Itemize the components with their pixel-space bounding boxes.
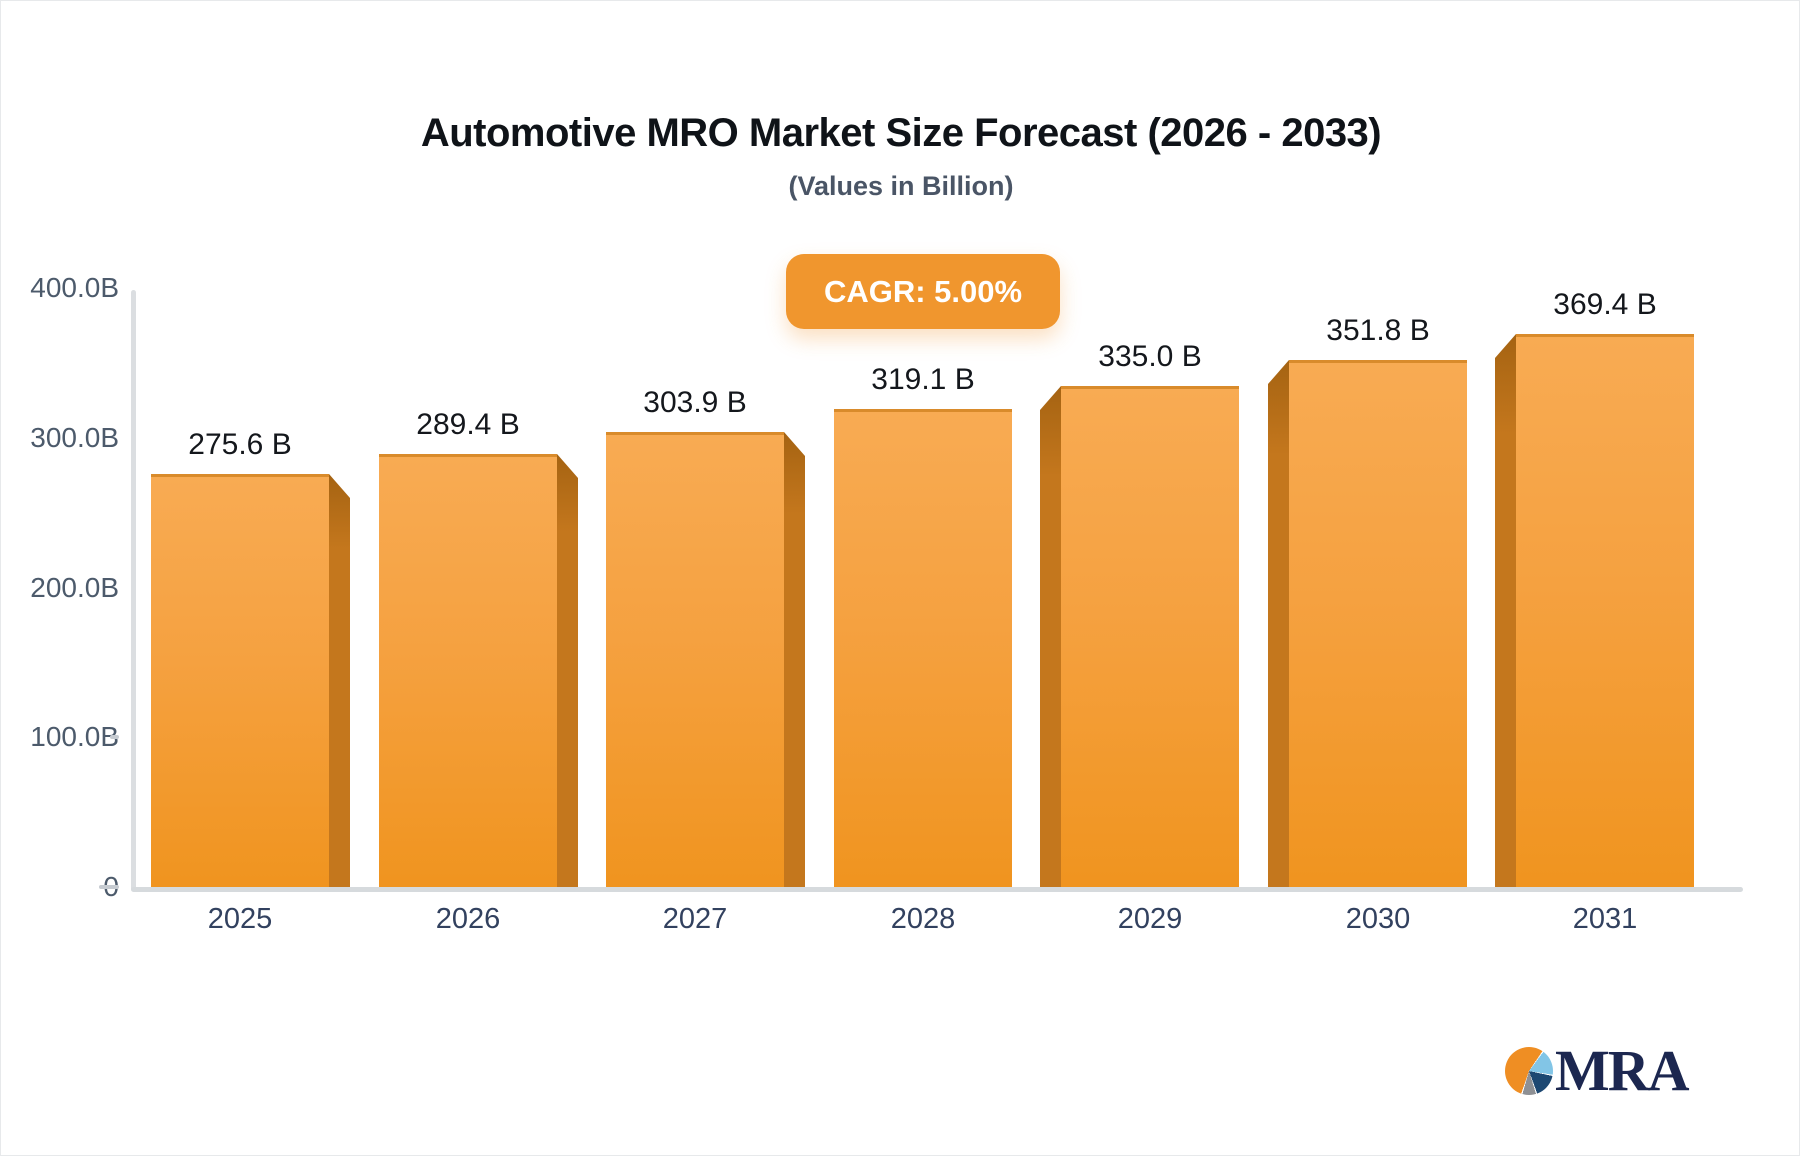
bar-side-face — [784, 432, 805, 887]
x-axis-label: 2030 — [1345, 903, 1411, 935]
y-axis-tick-label: 200.0B — [30, 571, 119, 603]
bar-value-label: 351.8 B — [1326, 314, 1430, 347]
bar-side-face — [557, 454, 578, 887]
bar-side-face — [1040, 386, 1061, 887]
bar-value-label: 369.4 B — [1553, 288, 1657, 321]
pie-chart-logo-icon — [1505, 1047, 1553, 1095]
y-axis-tick-mark — [99, 885, 119, 889]
x-axis-line — [131, 887, 1743, 892]
y-axis-line — [131, 290, 136, 891]
x-axis-label: 2029 — [1117, 903, 1183, 935]
bar-2025: 275.6 B — [151, 428, 350, 887]
bar-value-label: 335.0 B — [1098, 340, 1202, 373]
bar-2028: 319.1 B — [834, 363, 1012, 887]
bar-value-label: 289.4 B — [416, 408, 520, 441]
bar-front-face — [606, 432, 784, 887]
chart-title: Automotive MRO Market Size Forecast (202… — [420, 111, 1382, 155]
cagr-badge: CAGR: 5.00% — [786, 254, 1060, 329]
bar-side-face — [1268, 360, 1289, 887]
bar-side-face — [329, 474, 350, 887]
logo-text: MRA — [1555, 1038, 1690, 1103]
bar-value-label: 275.6 B — [188, 428, 292, 461]
bar-value-label: 303.9 B — [643, 386, 747, 419]
bar-front-face — [379, 454, 557, 887]
bar-side-face — [1495, 334, 1516, 887]
bar-2031: 369.4 B — [1495, 288, 1694, 887]
y-axis-tick-label: 400.0B — [30, 272, 119, 304]
bar-front-face — [834, 409, 1012, 887]
x-axis-label: 2031 — [1572, 903, 1638, 935]
bar-2026: 289.4 B — [379, 408, 578, 887]
x-axis-label: 2028 — [890, 903, 956, 935]
bar-2029: 335.0 B — [1040, 340, 1239, 887]
cagr-badge-label: CAGR: 5.00% — [823, 273, 1023, 309]
company-logo: MRA — [1505, 1038, 1690, 1103]
x-axis-label: 2027 — [662, 903, 728, 935]
chart-subtitle: (Values in Billion) — [788, 171, 1014, 201]
y-axis-tick-label: 100.0B — [30, 721, 119, 753]
x-axis-label: 2025 — [207, 903, 273, 935]
bar-front-face — [1061, 386, 1239, 887]
x-axis-label: 2026 — [435, 903, 501, 935]
bar-front-face — [1516, 334, 1694, 887]
bar-value-label: 319.1 B — [871, 363, 975, 396]
y-axis-tick-mark — [110, 735, 119, 740]
bar-2027: 303.9 B — [606, 386, 805, 887]
bar-front-face — [151, 474, 329, 887]
y-axis-tick-label: 300.0B — [30, 421, 119, 453]
bar-front-face — [1289, 360, 1467, 887]
bar-2030: 351.8 B — [1268, 314, 1467, 887]
